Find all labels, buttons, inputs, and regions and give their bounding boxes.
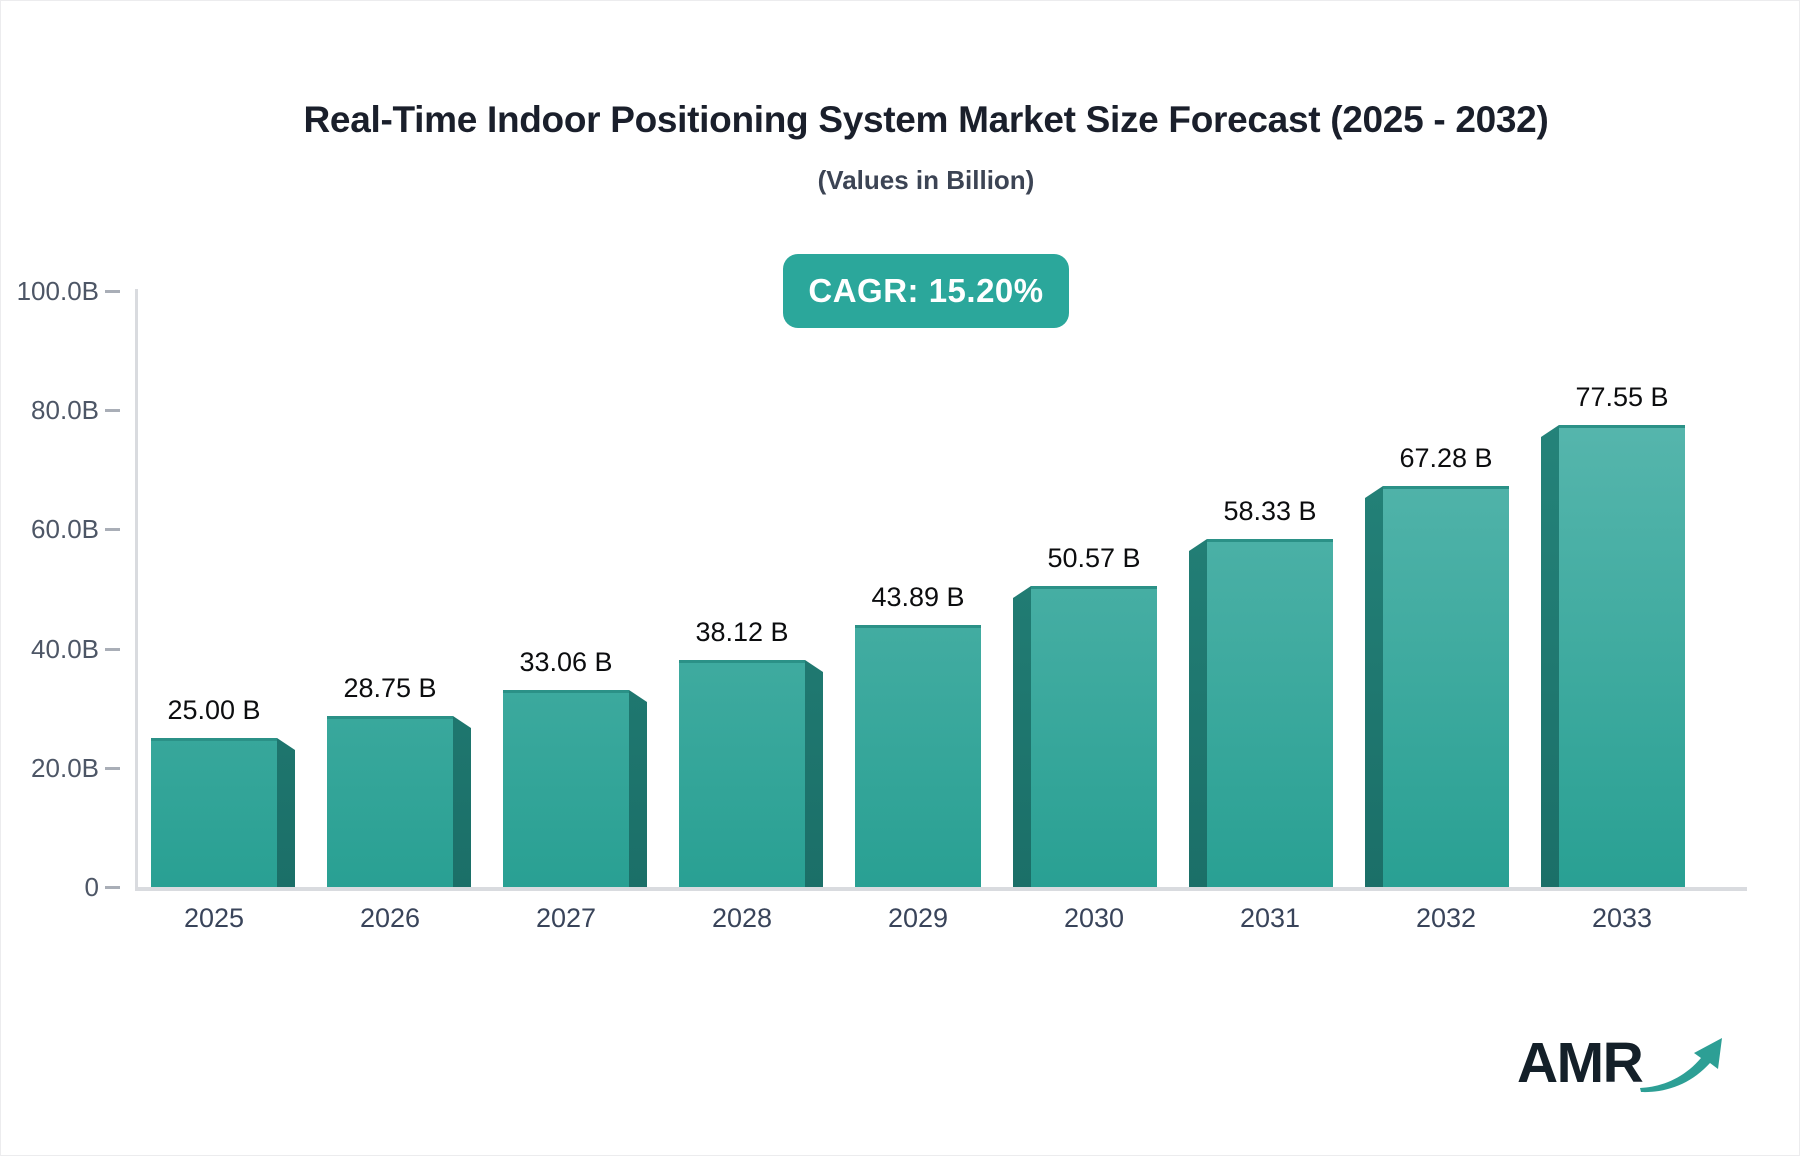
y-tick-mark-60 [105, 528, 120, 532]
chart-subtitle: (Values in Billion) [817, 165, 1035, 195]
y-tick-mark-40 [105, 647, 120, 651]
bar-front-face [855, 625, 981, 887]
bar-value-label-2026: 28.75 B [343, 673, 437, 703]
x-tick-label-2026: 2026 [359, 903, 421, 933]
y-tick-mark-0 [105, 886, 120, 889]
x-tick-label-2029: 2029 [887, 903, 949, 933]
logo-arrow-icon [1640, 1038, 1723, 1093]
y-tick-label-100: 100.0B [16, 276, 99, 306]
bar-front-face [679, 660, 805, 887]
bar-value-label-2027: 33.06 B [519, 647, 613, 677]
bar-side-face [629, 690, 647, 887]
bar-value-label-2025: 25.00 B [167, 695, 261, 725]
y-tick-label-20: 20.0B [31, 752, 99, 783]
bar-front-face [151, 738, 277, 887]
bar-value-label-2029: 43.89 B [871, 582, 965, 612]
chart-title: Real-Time Indoor Positioning System Mark… [303, 99, 1549, 140]
x-tick-label-2031: 2031 [1239, 903, 1301, 933]
x-tick-label-2030: 2030 [1063, 903, 1125, 933]
y-tick-mark-100 [105, 290, 120, 293]
logo-text: AMR [1517, 1031, 1644, 1095]
bar-side-face [1541, 425, 1559, 887]
y-axis-line [135, 289, 138, 890]
x-tick-label-2032: 2032 [1415, 903, 1477, 933]
y-tick-mark-80 [105, 409, 120, 413]
bar-value-label-2031: 58.33 B [1223, 496, 1317, 526]
bar-front-face [1383, 486, 1509, 887]
bar-front-face [1207, 539, 1333, 887]
y-tick-mark-20 [105, 766, 120, 770]
bar-value-label-2033: 77.55 B [1575, 382, 1669, 412]
bar-value-label-2030: 50.57 B [1047, 543, 1141, 573]
bar-front-face [1031, 586, 1157, 887]
bar-side-face [805, 660, 823, 887]
bar-value-label-2032: 67.28 B [1399, 443, 1493, 473]
x-tick-label-2025: 2025 [183, 903, 245, 933]
bar-front-face [327, 716, 453, 887]
bar-side-face [1189, 539, 1207, 887]
x-tick-label-2027: 2027 [535, 903, 597, 933]
bar-front-face [1559, 425, 1685, 887]
bar-value-label-2028: 38.12 B [695, 617, 789, 647]
y-tick-label-0: 0 [84, 872, 99, 902]
x-tick-label-2033: 2033 [1591, 903, 1653, 933]
bar-front-face [503, 690, 629, 887]
y-tick-label-40: 40.0B [31, 633, 99, 664]
bar-side-face [1365, 486, 1383, 887]
cagr-badge: CAGR: 15.20% [783, 254, 1069, 328]
x-tick-label-2028: 2028 [711, 903, 773, 933]
y-tick-label-80: 80.0B [31, 395, 99, 426]
bar-side-face [453, 716, 471, 887]
x-axis-line [135, 887, 1747, 891]
y-tick-label-60: 60.0B [31, 514, 99, 545]
bar-side-face [277, 738, 295, 887]
brand-logo: AMR [1517, 1031, 1726, 1095]
bar-side-face [1013, 586, 1031, 887]
